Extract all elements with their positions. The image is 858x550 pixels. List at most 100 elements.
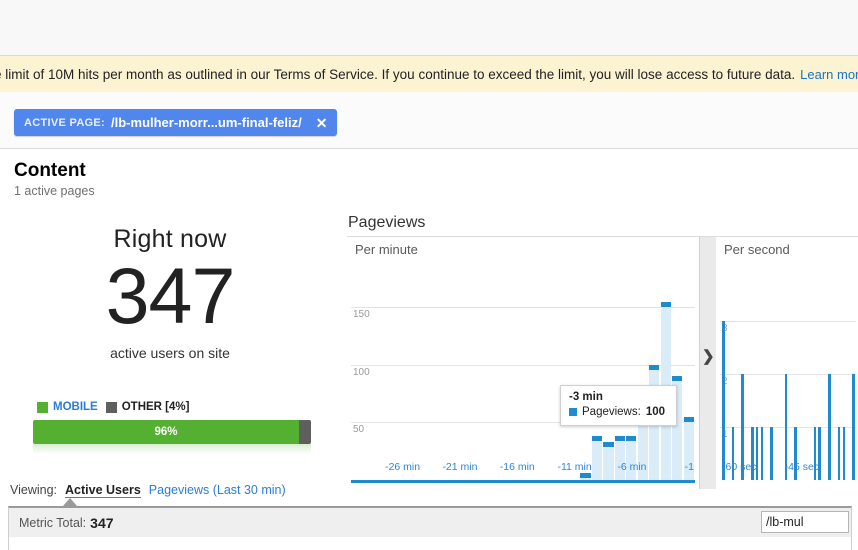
bar-cap	[683, 416, 694, 422]
y-axis-tick: 50	[353, 424, 365, 436]
active-users-count: 347	[105, 251, 236, 340]
learn-more-link[interactable]: Learn more ab	[800, 66, 858, 82]
bar[interactable]	[770, 426, 773, 480]
viewing-label: Viewing:	[10, 483, 58, 497]
tooltip-title: -3 min	[569, 391, 603, 403]
banner-message: e limit of 10M hits per month as outline…	[0, 66, 796, 82]
legend-label-other: OTHER [4%]	[121, 401, 190, 413]
bar[interactable]	[818, 426, 822, 480]
bar[interactable]	[837, 426, 841, 480]
legend-label-mobile: MOBILE	[53, 401, 98, 413]
device-share-bar[interactable]: 96%	[33, 420, 311, 444]
tooltip-series-label: Pageviews:	[582, 406, 641, 418]
bar[interactable]	[731, 426, 735, 480]
bar-cap	[660, 301, 671, 307]
pageviews-title: Pageviews	[348, 214, 426, 231]
x-axis-tick: -60 sec	[722, 461, 757, 473]
bar[interactable]	[852, 373, 855, 480]
gridline	[351, 307, 695, 309]
y-axis-tick: 100	[353, 366, 370, 378]
y-axis-tick: 3	[722, 322, 728, 334]
per-second-header: Per second	[724, 242, 790, 257]
active-page-pill-label: ACTIVE PAGE:	[24, 116, 106, 129]
page-title: Content	[14, 160, 86, 181]
bar[interactable]	[580, 473, 591, 480]
bar[interactable]	[626, 436, 637, 480]
bar[interactable]	[591, 436, 603, 480]
bar-cap	[626, 436, 637, 442]
top-blank-area	[0, 0, 858, 55]
bar-cap	[591, 436, 603, 442]
bar-cap	[649, 364, 660, 370]
right-now-title: Right now	[113, 225, 227, 253]
metric-total-bar: Metric Total: 347	[8, 506, 852, 539]
page-subtitle: 1 active pages	[14, 184, 95, 198]
per-minute-plot[interactable]: 50 100 150 -26 min -21 min -16 min -11 min -6 m…	[347, 237, 699, 489]
tab-pageviews-last-30-min[interactable]: Pageviews (Last 30 min)	[148, 483, 286, 497]
bar[interactable]	[813, 426, 817, 480]
bar[interactable]	[722, 320, 725, 480]
pageviews-chart-box: Per minute 50 100 150 -26 min -21 min -16 min…	[347, 236, 858, 489]
active-users-caption: active users on site	[110, 345, 230, 362]
per-minute-header: Per minute	[355, 242, 418, 257]
x-axis-tick: -16 min	[499, 461, 535, 473]
bar[interactable]	[683, 416, 694, 480]
chart-tooltip: -3 min Pageviews: 100	[560, 385, 677, 426]
active-page-pill[interactable]: ACTIVE PAGE: /lb-mulher-morr...um-final-…	[14, 109, 338, 136]
y-axis-tick: 150	[353, 309, 370, 321]
selected-tab-caret-icon	[63, 498, 77, 506]
bar[interactable]	[842, 426, 846, 480]
bar[interactable]	[672, 376, 683, 480]
quota-warning-banner: e limit of 10M hits per month as outline…	[0, 55, 858, 93]
x-axis-tick: -1	[684, 461, 694, 473]
gridline	[720, 426, 856, 428]
legend-item-mobile[interactable]: MOBILE	[37, 401, 98, 413]
x-axis-line	[351, 480, 695, 483]
x-axis-tick: -11 min	[557, 461, 592, 473]
per-minute-panel[interactable]: Per minute 50 100 150 -26 min -21 min -16 min…	[347, 237, 699, 489]
x-axis-tick: -26 min	[385, 461, 421, 473]
metric-total-label: Metric Total:	[19, 516, 87, 530]
bar[interactable]	[784, 373, 788, 480]
viewing-row: Viewing: Active Users Pageviews (Last 30…	[10, 483, 286, 498]
device-share-other-segment	[299, 420, 311, 444]
bar[interactable]	[755, 426, 759, 480]
y-axis-tick: 2	[722, 375, 728, 387]
metric-total-value: 347	[90, 515, 114, 531]
bar[interactable]	[614, 436, 625, 480]
gridline	[351, 364, 695, 366]
tooltip-value: 100	[645, 406, 665, 418]
device-share-mobile-segment: 96%	[33, 420, 299, 444]
bar[interactable]	[603, 442, 614, 480]
bar[interactable]	[750, 426, 754, 480]
gridline	[720, 373, 856, 375]
bar[interactable]	[794, 426, 797, 480]
bar-cap	[614, 436, 625, 442]
active-page-pill-value: /lb-mulher-morr...um-final-feliz/	[111, 115, 302, 130]
table-filter-input[interactable]	[761, 511, 849, 533]
other-swatch-icon	[105, 401, 117, 413]
tooltip-series-row: Pageviews: 100	[569, 406, 668, 418]
table-body-top-edge	[8, 537, 852, 550]
per-second-plot[interactable]: 1 2 3 -60 sec -45 sec	[716, 237, 858, 489]
per-second-panel[interactable]: Per second 1 2 3 -60 sec -45 sec	[716, 237, 858, 489]
bar-cap	[672, 376, 683, 382]
bar[interactable]	[741, 373, 744, 480]
mobile-swatch-icon	[37, 401, 48, 413]
x-axis-tick: -45 sec	[784, 461, 820, 473]
tooltip-swatch-icon	[569, 408, 577, 416]
tab-active-users[interactable]: Active Users	[65, 483, 141, 498]
close-icon[interactable]: ✕	[315, 114, 328, 131]
legend-item-other[interactable]: OTHER [4%]	[105, 401, 190, 413]
gridline	[720, 320, 856, 322]
y-axis-tick: 1	[722, 428, 728, 440]
gridline	[351, 422, 695, 424]
chevron-right-icon[interactable]: ❯	[702, 348, 715, 365]
device-share-bar-reflection	[33, 444, 311, 454]
x-axis-tick: -21 min	[442, 461, 478, 473]
bar[interactable]	[760, 426, 764, 480]
device-legend: MOBILE OTHER [4%]	[37, 401, 189, 413]
bar-cap	[580, 473, 591, 479]
bar[interactable]	[828, 373, 831, 480]
